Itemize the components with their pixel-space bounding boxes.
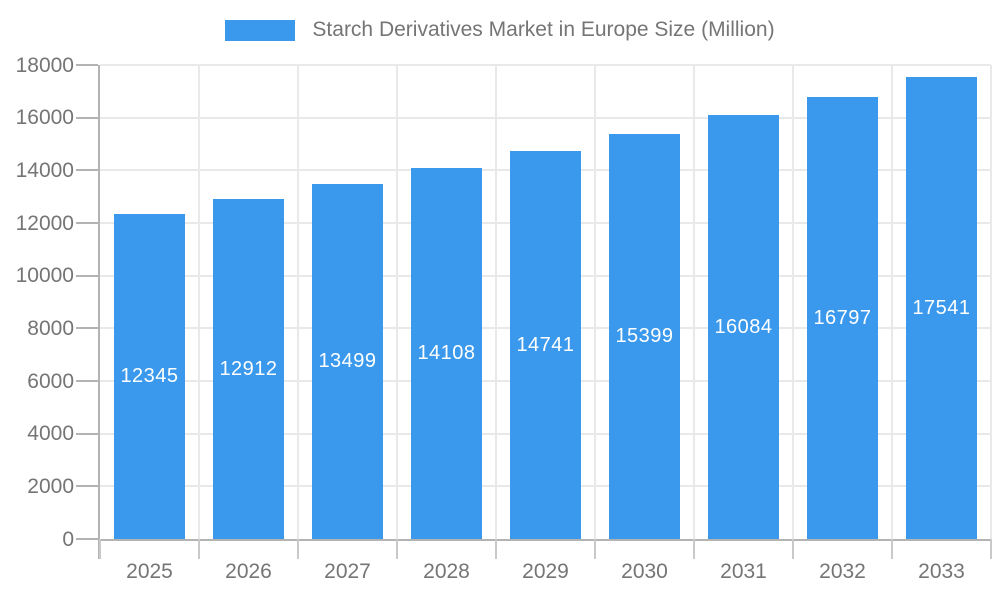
bar-2028[interactable]: 14108 <box>411 167 482 539</box>
y-axis-tick-14000 <box>76 169 98 172</box>
v-gridline-5 <box>594 65 596 539</box>
bar-value-label-2028: 14108 <box>417 342 476 365</box>
bar-value-label-2029: 14741 <box>516 333 575 356</box>
chart-legend: Starch Derivatives Market in Europe Size… <box>0 18 1000 42</box>
bar-2027[interactable]: 13499 <box>312 183 383 539</box>
y-axis-tick-16000 <box>76 116 98 119</box>
x-tick-label-2025: 2025 <box>126 560 173 583</box>
bar-2025[interactable]: 12345 <box>114 213 185 539</box>
x-axis-tick-4 <box>495 539 497 559</box>
bar-value-label-2030: 15399 <box>615 325 674 348</box>
v-gridline-7 <box>792 65 794 539</box>
y-axis-tick-10000 <box>76 274 98 277</box>
h-gridline-18000 <box>100 64 991 66</box>
y-axis-tick-6000 <box>76 380 98 382</box>
bar-value-label-2027: 13499 <box>318 350 377 373</box>
bar-2026[interactable]: 12912 <box>213 198 284 539</box>
legend-label: Starch Derivatives Market in Europe Size… <box>312 18 775 41</box>
plot-area: 12345 12912 13499 14108 14741 15399 16084 16797… <box>76 64 992 559</box>
v-gridline-6 <box>693 65 695 539</box>
y-axis-tick-4000 <box>76 432 98 435</box>
y-axis-line <box>98 65 100 559</box>
v-gridline-2 <box>297 65 299 539</box>
x-axis-tick-0 <box>99 539 101 559</box>
legend-swatch-icon <box>225 19 296 41</box>
y-tick-label-16000: 16000 <box>15 106 74 130</box>
y-tick-label-6000: 6000 <box>27 369 74 393</box>
v-gridline-9 <box>990 65 992 539</box>
y-tick-label-8000: 8000 <box>27 316 74 340</box>
x-axis-tick-2 <box>297 539 299 559</box>
y-axis-tick-18000 <box>76 64 98 66</box>
y-tick-label-2000: 2000 <box>27 474 74 498</box>
legend-item[interactable]: Starch Derivatives Market in Europe Size… <box>225 18 775 42</box>
x-tick-label-2032: 2032 <box>819 560 866 583</box>
y-axis-tick-8000 <box>76 327 98 330</box>
bar-value-label-2025: 12345 <box>120 365 179 388</box>
y-axis-tick-2000 <box>76 485 98 488</box>
x-tick-label-2026: 2026 <box>225 560 272 583</box>
x-tick-label-2029: 2029 <box>522 560 569 583</box>
v-gridline-3 <box>396 65 398 539</box>
bar-value-label-2033: 17541 <box>912 297 971 320</box>
x-axis-tick-6 <box>693 539 695 559</box>
y-tick-label-0: 0 <box>62 527 74 551</box>
y-axis-tick-12000 <box>76 222 98 224</box>
x-tick-label-2028: 2028 <box>423 560 470 583</box>
y-tick-label-18000: 18000 <box>15 53 74 77</box>
bar-value-label-2026: 12912 <box>219 357 278 380</box>
x-tick-label-2027: 2027 <box>324 560 371 583</box>
x-axis-line <box>98 539 991 541</box>
bar-2032[interactable]: 16797 <box>807 96 878 539</box>
bar-2033[interactable]: 17541 <box>906 77 977 539</box>
x-axis-tick-5 <box>594 539 596 559</box>
y-axis-tick-0 <box>76 538 98 540</box>
bar-value-label-2032: 16797 <box>813 306 872 329</box>
x-tick-label-2031: 2031 <box>720 560 767 583</box>
y-tick-label-14000: 14000 <box>15 158 74 182</box>
x-axis-tick-3 <box>396 539 398 559</box>
v-gridline-4 <box>495 65 497 539</box>
x-axis-tick-1 <box>198 539 200 559</box>
x-tick-label-2033: 2033 <box>918 560 965 583</box>
x-tick-label-2030: 2030 <box>621 560 668 583</box>
x-axis-tick-8 <box>891 539 893 559</box>
bar-value-label-2031: 16084 <box>714 316 773 339</box>
y-tick-label-10000: 10000 <box>15 264 74 288</box>
bar-2029[interactable]: 14741 <box>510 150 581 539</box>
h-gridline-16000 <box>100 116 991 119</box>
v-gridline-1 <box>198 65 200 539</box>
y-tick-label-12000: 12000 <box>15 211 74 235</box>
y-tick-label-4000: 4000 <box>27 422 74 446</box>
bar-2030[interactable]: 15399 <box>609 133 680 539</box>
bar-2031[interactable]: 16084 <box>708 115 779 539</box>
x-axis-tick-7 <box>792 539 794 559</box>
v-gridline-8 <box>891 65 893 539</box>
x-axis-tick-9 <box>990 539 992 559</box>
